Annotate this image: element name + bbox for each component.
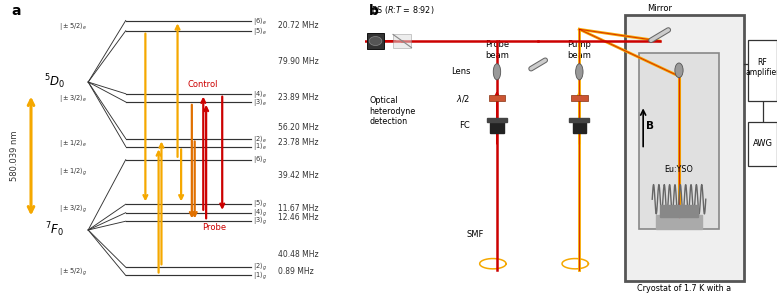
Text: Lens: Lens: [451, 67, 470, 76]
Text: 580.039 nm: 580.039 nm: [9, 131, 19, 181]
Bar: [490, 120, 503, 132]
Text: $|\pm5/2\rangle_e$: $|\pm5/2\rangle_e$: [59, 20, 87, 32]
Text: Eu:YSO: Eu:YSO: [664, 166, 693, 174]
Text: $|\pm1/2\rangle_g$: $|\pm1/2\rangle_g$: [59, 166, 87, 178]
Text: 79.90 MHz: 79.90 MHz: [277, 57, 319, 66]
Bar: [639, 53, 720, 229]
Ellipse shape: [675, 63, 683, 78]
Bar: [487, 118, 507, 122]
Text: $|2\rangle_e$: $|2\rangle_e$: [253, 133, 267, 144]
Text: b: b: [369, 4, 379, 18]
Text: FC: FC: [459, 122, 470, 130]
Bar: [573, 120, 586, 132]
Bar: [625, 15, 744, 281]
Text: 11.67 MHz: 11.67 MHz: [277, 204, 318, 213]
Text: 12.46 MHz: 12.46 MHz: [277, 213, 318, 222]
Text: 23.78 MHz: 23.78 MHz: [277, 138, 318, 147]
Ellipse shape: [576, 64, 583, 80]
Bar: [368, 33, 384, 49]
Bar: [657, 215, 702, 229]
Text: SMF: SMF: [466, 230, 483, 239]
Text: Pump
beam: Pump beam: [567, 40, 591, 59]
FancyBboxPatch shape: [748, 122, 777, 166]
Text: Probe: Probe: [202, 223, 226, 232]
Text: 0.89 MHz: 0.89 MHz: [277, 267, 313, 276]
Text: $^5D_0$: $^5D_0$: [44, 73, 65, 91]
Text: $|2\rangle_g$: $|2\rangle_g$: [253, 261, 267, 273]
Text: $|4\rangle_g$: $|4\rangle_g$: [253, 207, 267, 219]
Text: $|3\rangle_e$: $|3\rangle_e$: [253, 96, 267, 108]
Text: $|\pm3/2\rangle_e$: $|\pm3/2\rangle_e$: [59, 92, 87, 104]
Text: AWG: AWG: [753, 139, 772, 148]
Text: Cryostat of 1.7 K with a
superconducting magnet: Cryostat of 1.7 K with a superconducting…: [634, 284, 735, 293]
Ellipse shape: [493, 64, 500, 80]
Text: $|5\rangle_g$: $|5\rangle_g$: [253, 198, 267, 210]
Text: 39.42 MHz: 39.42 MHz: [277, 171, 319, 180]
Text: 40.48 MHz: 40.48 MHz: [277, 251, 319, 259]
Text: $\mathbf{B}$: $\mathbf{B}$: [645, 119, 654, 131]
Text: $^7F_0$: $^7F_0$: [45, 221, 64, 239]
Bar: [489, 95, 505, 101]
FancyBboxPatch shape: [748, 40, 777, 101]
Text: $|5\rangle_e$: $|5\rangle_e$: [253, 25, 267, 37]
Text: $|4\rangle_e$: $|4\rangle_e$: [253, 88, 267, 100]
Text: RF
amplifier: RF amplifier: [745, 58, 777, 77]
Text: $|6\rangle_g$: $|6\rangle_g$: [253, 154, 267, 166]
Bar: [660, 205, 698, 217]
Text: $|1\rangle_e$: $|1\rangle_e$: [253, 141, 267, 152]
Text: $|\pm1/2\rangle_e$: $|\pm1/2\rangle_e$: [59, 137, 87, 149]
Text: Control: Control: [187, 80, 218, 89]
Text: $|3\rangle_g$: $|3\rangle_g$: [253, 215, 267, 227]
Text: Optical
heterodyne
detection: Optical heterodyne detection: [369, 96, 416, 126]
Text: $|\pm5/2\rangle_g$: $|\pm5/2\rangle_g$: [59, 265, 87, 277]
Text: Probe
beam: Probe beam: [485, 40, 509, 59]
Text: $|6\rangle_e$: $|6\rangle_e$: [253, 15, 267, 26]
Text: $|\pm3/2\rangle_g$: $|\pm3/2\rangle_g$: [59, 202, 87, 215]
Text: BS ($R$:$T$ = 8:92): BS ($R$:$T$ = 8:92): [371, 4, 434, 16]
Text: 23.89 MHz: 23.89 MHz: [277, 93, 318, 102]
Text: Mirror: Mirror: [647, 4, 672, 13]
Bar: [570, 118, 589, 122]
Text: $|1\rangle_g$: $|1\rangle_g$: [253, 269, 267, 282]
Bar: [571, 95, 587, 101]
Bar: [393, 35, 412, 47]
Circle shape: [369, 37, 382, 45]
Text: a: a: [12, 4, 21, 18]
Text: 56.20 MHz: 56.20 MHz: [277, 123, 319, 132]
Text: 20.72 MHz: 20.72 MHz: [277, 21, 318, 30]
Text: $\lambda/2$: $\lambda/2$: [456, 93, 470, 104]
